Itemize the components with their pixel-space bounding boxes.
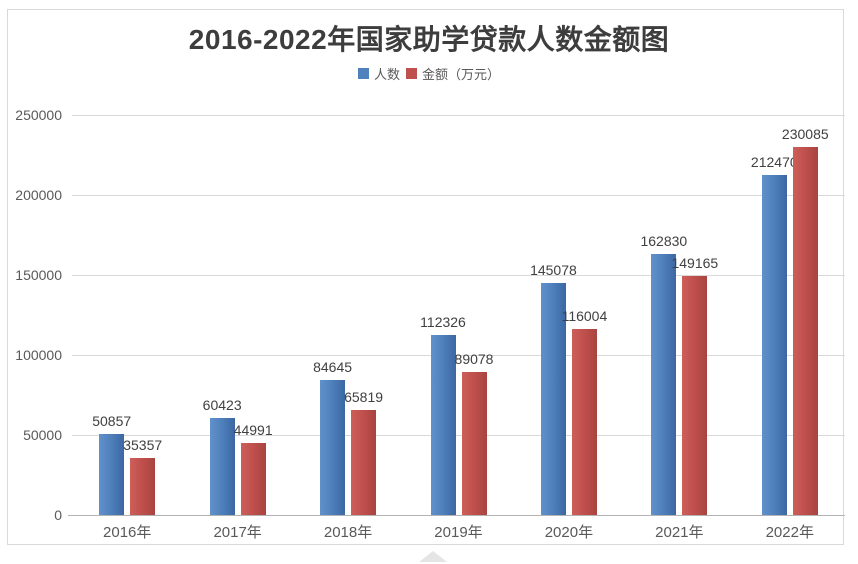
bar-value-label: 112326 <box>420 314 466 331</box>
gridline <box>72 355 845 356</box>
x-axis-category-label: 2019年 <box>434 524 483 541</box>
bar-amount-2018[interactable] <box>351 409 377 515</box>
chart-title: 2016-2022年国家助学贷款人数金额图 <box>188 24 670 55</box>
bar-amount-2017[interactable] <box>240 443 266 515</box>
bar-value-label: 65819 <box>344 388 384 405</box>
gridline <box>72 115 845 116</box>
bar-value-label: 50857 <box>92 412 132 429</box>
gridline <box>72 195 845 196</box>
bar-value-label: 60423 <box>202 397 242 414</box>
legend-swatch-people-icon <box>357 68 369 79</box>
legend-label-people: 人数 <box>373 67 400 82</box>
bar-value-label: 212470 <box>750 154 798 171</box>
legend-item-amount[interactable]: 金额（万元） <box>406 64 500 83</box>
bar-people-2018[interactable] <box>320 379 346 515</box>
bar-people-2021[interactable] <box>651 254 677 515</box>
y-axis-tick-label: 250000 <box>15 107 62 123</box>
bar-people-2020[interactable] <box>540 282 566 515</box>
bar-amount-2016[interactable] <box>130 458 156 515</box>
bar-amount-2022[interactable] <box>792 146 818 515</box>
legend-item-people[interactable]: 人数 <box>357 64 400 83</box>
gridline <box>72 275 845 276</box>
y-axis-tick-label: 150000 <box>15 267 62 283</box>
bar-people-2016[interactable] <box>99 433 125 515</box>
x-axis-category-label: 2016年 <box>103 524 152 541</box>
bar-value-label: 116004 <box>561 308 608 325</box>
gridline <box>72 435 845 436</box>
x-axis-category-label: 2018年 <box>323 524 373 541</box>
bar-value-label: 89078 <box>454 351 494 368</box>
x-axis-category-label: 2020年 <box>544 524 594 541</box>
x-axis-line <box>68 515 845 516</box>
chart-legend: 人数 金额（万元） <box>0 64 858 83</box>
bar-value-label: 149165 <box>671 255 719 272</box>
bar-value-label: 35357 <box>123 437 163 454</box>
bar-amount-2019[interactable] <box>461 372 487 515</box>
bar-value-label: 162830 <box>640 233 688 250</box>
bar-value-label: 145078 <box>530 261 577 278</box>
y-axis-tick-label: 50000 <box>23 427 62 443</box>
bar-people-2017[interactable] <box>209 418 235 515</box>
bar-amount-2021[interactable] <box>682 276 708 515</box>
legend-label-amount: 金额（万元） <box>422 67 501 82</box>
y-axis-tick-label: 0 <box>54 507 62 523</box>
bar-people-2019[interactable] <box>430 335 456 515</box>
bar-people-2022[interactable] <box>761 175 787 515</box>
x-axis-category-label: 2017年 <box>213 524 262 541</box>
y-axis-tick-label: 100000 <box>15 347 62 363</box>
y-axis-tick-label: 200000 <box>15 187 62 203</box>
legend-swatch-amount-icon <box>406 68 417 79</box>
bar-value-label: 230085 <box>781 125 829 142</box>
bar-value-label: 84645 <box>313 358 353 375</box>
bar-amount-2020[interactable] <box>571 329 597 515</box>
x-axis-category-label: 2021年 <box>655 524 704 541</box>
collapse-handle-icon[interactable] <box>419 551 447 562</box>
bar-value-label: 44991 <box>233 422 273 438</box>
x-axis-category-label: 2022年 <box>765 524 814 541</box>
